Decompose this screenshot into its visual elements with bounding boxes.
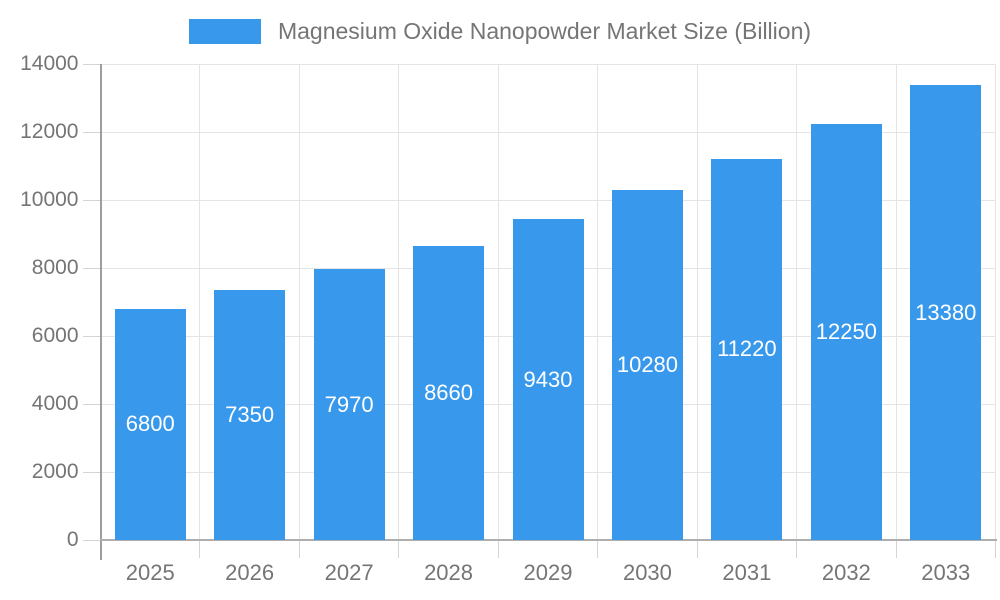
x-tick	[398, 540, 400, 558]
x-tick	[995, 540, 996, 558]
y-axis-label: 6000	[31, 324, 79, 347]
y-axis-label: 4000	[31, 392, 79, 415]
bar-value-label: 12250	[815, 318, 877, 344]
bar[interactable]	[413, 245, 485, 540]
x-tick	[696, 540, 698, 558]
y-tick	[82, 335, 101, 337]
y-axis-line	[99, 64, 102, 560]
x-tick	[199, 540, 201, 558]
bar[interactable]	[512, 219, 584, 540]
gridline-x	[796, 64, 798, 540]
y-axis-label: 8000	[31, 256, 79, 279]
x-axis-label: 2028	[424, 560, 474, 585]
gridline-x	[199, 64, 201, 540]
x-axis-label: 2026	[225, 560, 275, 585]
bar-value-label: 8660	[424, 379, 474, 405]
gridline-x	[696, 64, 698, 540]
x-tick	[298, 540, 300, 558]
gridline-y	[100, 63, 996, 65]
y-tick	[82, 403, 101, 405]
bar[interactable]	[214, 290, 286, 540]
y-tick	[82, 199, 101, 201]
bar[interactable]	[313, 269, 385, 540]
bar-value-label: 6800	[125, 411, 175, 437]
y-axis-label: 10000	[20, 188, 79, 211]
y-axis-label: 12000	[20, 120, 79, 143]
bar[interactable]	[611, 190, 683, 540]
bar[interactable]	[114, 308, 186, 540]
legend-swatch	[188, 18, 261, 44]
bar-value-label: 9430	[523, 366, 573, 392]
x-tick	[895, 540, 897, 558]
bar[interactable]	[810, 123, 882, 540]
bar-value-label: 11220	[717, 336, 777, 362]
bar-value-label: 7970	[324, 391, 374, 417]
gridline-y	[100, 131, 996, 133]
gridline-x	[398, 64, 400, 540]
gridline-x	[895, 64, 897, 540]
x-axis-label: 2031	[722, 560, 772, 585]
y-tick	[82, 471, 101, 473]
bar-value-label: 10280	[616, 352, 679, 378]
y-tick	[82, 539, 101, 541]
legend[interactable]: Magnesium Oxide Nanopowder Market Size (…	[0, 16, 1000, 46]
y-axis-label: 14000	[20, 52, 79, 75]
gridline-x	[298, 64, 300, 540]
y-tick	[82, 131, 101, 133]
x-axis-label: 2027	[324, 560, 374, 585]
legend-label: Magnesium Oxide Nanopowder Market Size (…	[277, 17, 812, 44]
y-tick	[82, 267, 101, 269]
x-axis-label: 2029	[523, 560, 573, 585]
x-axis-line	[99, 539, 997, 541]
x-axis-label: 2033	[921, 560, 971, 585]
gridline-x	[597, 64, 599, 540]
x-tick	[597, 540, 599, 558]
bar[interactable]	[711, 158, 783, 540]
x-axis-label: 2025	[125, 560, 175, 585]
bar-value-label: 13380	[915, 299, 977, 325]
gridline-y	[100, 199, 996, 201]
gridline-x	[497, 64, 499, 540]
x-axis-label: 2032	[821, 560, 871, 585]
bar-value-label: 7350	[225, 402, 275, 428]
y-axis-label: 0	[66, 528, 79, 551]
bar[interactable]	[910, 85, 982, 540]
gridline-x	[995, 64, 996, 540]
y-axis-label: 2000	[31, 460, 79, 483]
x-axis-label: 2030	[622, 560, 672, 585]
x-tick	[796, 540, 798, 558]
y-tick	[82, 63, 101, 65]
x-tick	[497, 540, 499, 558]
